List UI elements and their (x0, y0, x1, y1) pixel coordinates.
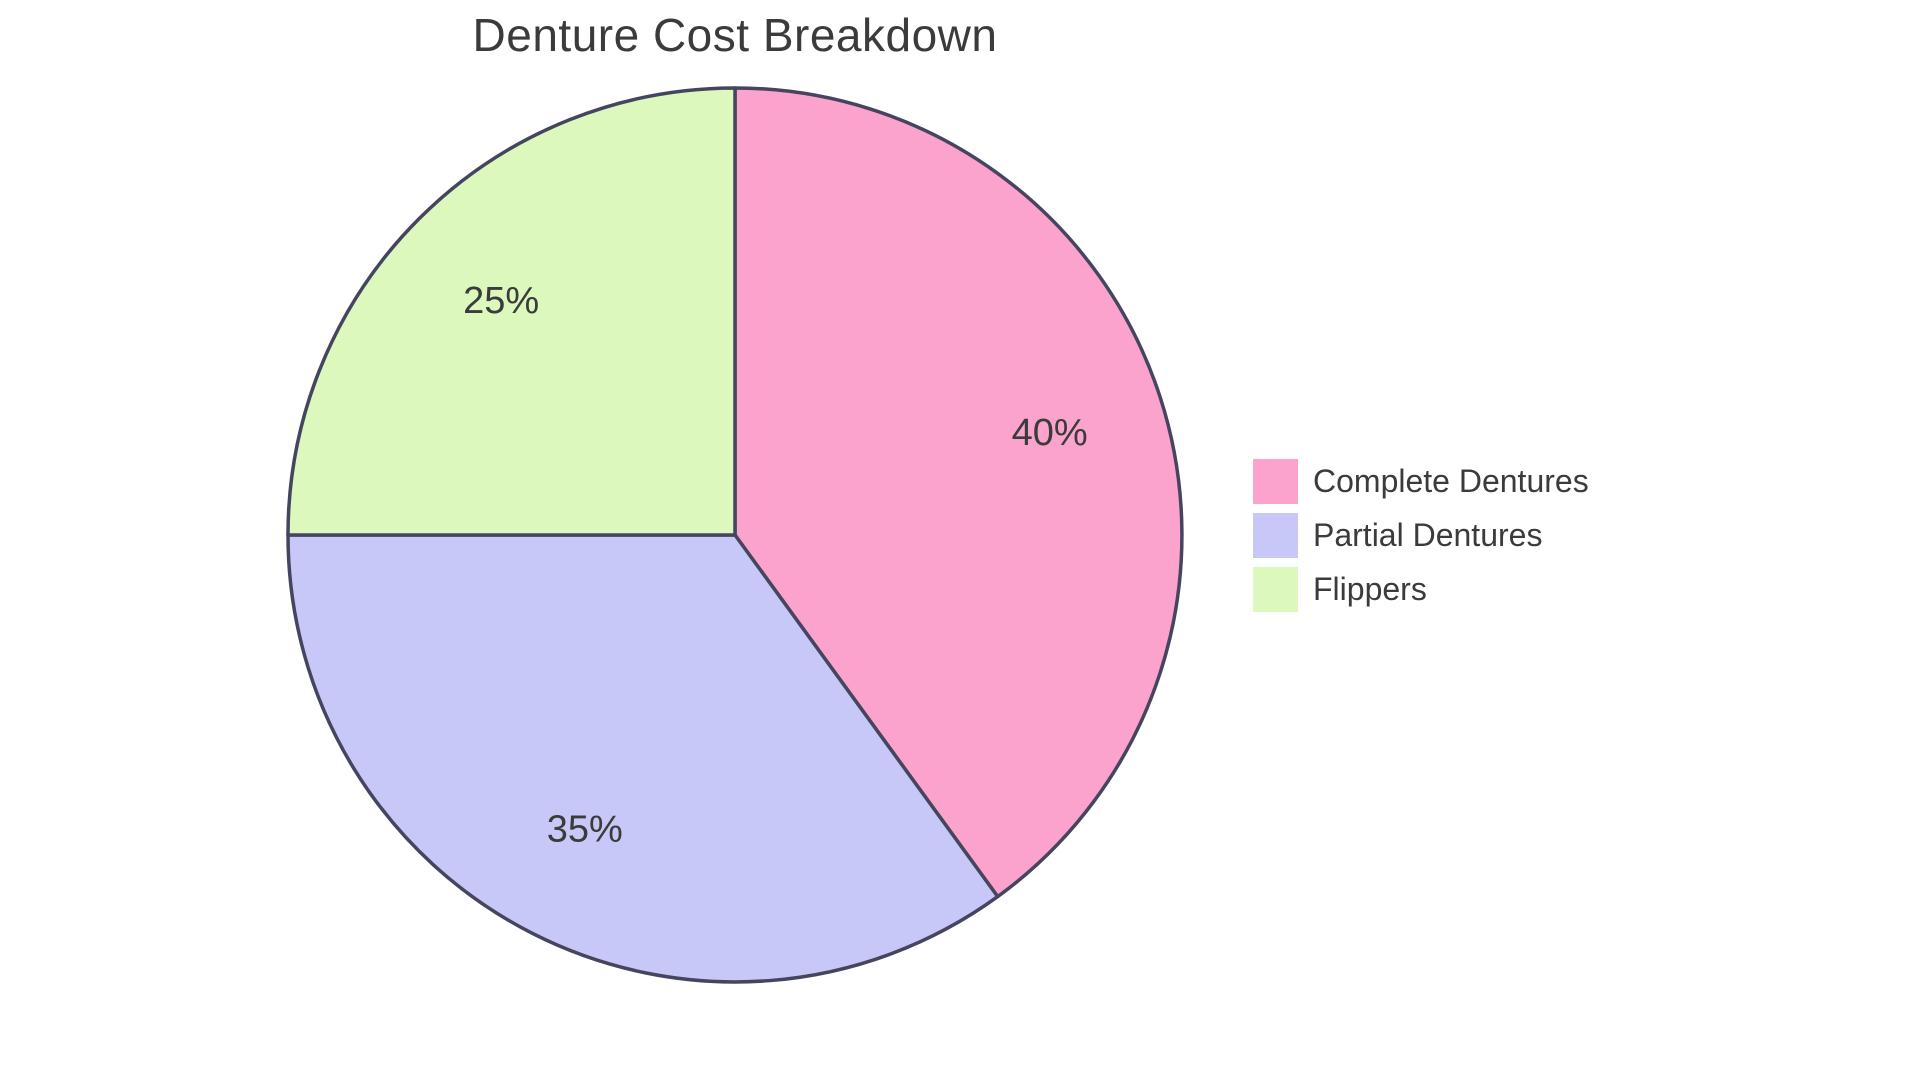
slice-percentage-label: 40% (1012, 412, 1088, 454)
legend-label: Flippers (1313, 571, 1427, 607)
legend-item-complete-dentures[interactable]: Complete Dentures (1253, 459, 1589, 504)
legend-swatch (1253, 513, 1298, 558)
legend-item-partial-dentures[interactable]: Partial Dentures (1253, 513, 1589, 558)
legend-swatch (1253, 459, 1298, 504)
legend-item-flippers[interactable]: Flippers (1253, 567, 1589, 612)
legend-label: Complete Dentures (1313, 463, 1589, 499)
legend-label: Partial Dentures (1313, 517, 1543, 553)
pie-slice-flippers[interactable] (286, 86, 737, 537)
slice-percentage-label: 25% (463, 280, 539, 322)
pie-slice-complete-dentures[interactable] (733, 86, 1184, 899)
legend-swatch (1253, 567, 1298, 612)
pie-slice-partial-dentures[interactable] (286, 533, 1000, 984)
chart-title: Denture Cost Breakdown (472, 9, 998, 61)
legend: Complete Dentures Partial Dentures Flipper… (1253, 459, 1589, 621)
slice-percentage-label: 35% (547, 809, 623, 851)
